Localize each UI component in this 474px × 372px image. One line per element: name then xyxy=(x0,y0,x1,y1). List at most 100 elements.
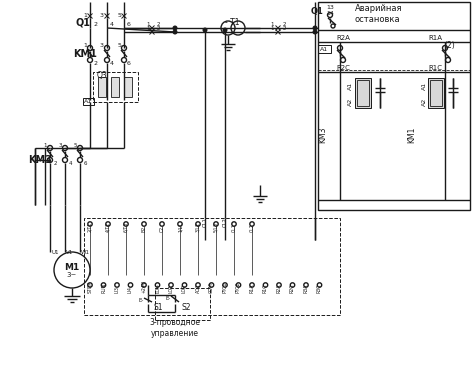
Text: A1: A1 xyxy=(84,99,92,104)
Text: 1: 1 xyxy=(146,22,150,26)
Text: R3C: R3C xyxy=(317,284,322,293)
Text: 3~: 3~ xyxy=(67,272,77,278)
Bar xyxy=(318,45,331,53)
Bar xyxy=(84,218,340,315)
Text: LO+: LO+ xyxy=(155,283,160,293)
Text: 2: 2 xyxy=(282,22,286,26)
Text: 3: 3 xyxy=(100,13,104,17)
Text: +24V: +24V xyxy=(142,280,146,293)
Bar xyxy=(98,77,106,97)
Circle shape xyxy=(223,28,227,32)
Text: PTC2: PTC2 xyxy=(236,282,241,293)
Text: 1/L1: 1/L1 xyxy=(177,222,182,232)
Text: 6: 6 xyxy=(127,22,131,26)
Text: (2): (2) xyxy=(445,41,456,49)
Text: E-: E- xyxy=(138,298,144,302)
Text: 2: 2 xyxy=(93,22,97,26)
Text: 2: 2 xyxy=(93,61,97,65)
Text: Q3: Q3 xyxy=(97,71,108,80)
Text: CL2: CL2 xyxy=(249,223,255,232)
Text: 4/T2: 4/T2 xyxy=(106,222,110,232)
Text: A1: A1 xyxy=(320,46,328,51)
Text: 3/L2: 3/L2 xyxy=(195,222,201,232)
Circle shape xyxy=(173,26,177,30)
Text: 2: 2 xyxy=(156,26,160,31)
Text: KM3: KM3 xyxy=(319,127,328,143)
Bar xyxy=(155,288,210,320)
Text: A2: A2 xyxy=(421,98,427,106)
Text: KM3: KM3 xyxy=(28,155,52,165)
Text: 1: 1 xyxy=(270,26,274,31)
Text: 5: 5 xyxy=(117,13,121,17)
Text: 5: 5 xyxy=(73,142,77,148)
Text: 2: 2 xyxy=(282,26,286,31)
Circle shape xyxy=(203,28,207,32)
Text: 2: 2 xyxy=(156,22,160,26)
Bar xyxy=(318,2,470,210)
Text: - T1: - T1 xyxy=(225,17,239,26)
Text: R2C: R2C xyxy=(290,283,295,293)
Text: PTC1: PTC1 xyxy=(222,282,228,293)
Bar xyxy=(111,77,119,97)
Text: 2/T1: 2/T1 xyxy=(88,222,92,232)
Text: AO1: AO1 xyxy=(195,283,201,293)
Bar xyxy=(355,78,371,108)
Text: 6: 6 xyxy=(127,61,131,65)
Text: U1: U1 xyxy=(51,250,59,254)
Bar xyxy=(124,77,132,97)
Text: R2A: R2A xyxy=(276,283,282,293)
Text: KM1: KM1 xyxy=(73,49,97,59)
Text: STOP: STOP xyxy=(88,281,92,293)
Text: 6/T3: 6/T3 xyxy=(124,222,128,232)
Text: Q1: Q1 xyxy=(311,6,324,16)
Text: KM1: KM1 xyxy=(408,127,417,143)
Bar xyxy=(357,80,369,106)
Text: CL2: CL2 xyxy=(222,217,228,227)
Text: LI4: LI4 xyxy=(128,286,133,293)
Bar xyxy=(318,42,470,70)
Text: A1: A1 xyxy=(421,82,427,90)
Text: V1: V1 xyxy=(66,250,73,254)
Text: A2: A2 xyxy=(347,98,353,106)
Text: 1: 1 xyxy=(83,42,87,48)
Text: E-: E- xyxy=(165,295,171,301)
Text: Аварийная
остановка: Аварийная остановка xyxy=(355,4,402,24)
Text: 1: 1 xyxy=(43,142,47,148)
Bar xyxy=(428,78,444,108)
Text: 5: 5 xyxy=(117,42,121,48)
Text: 3: 3 xyxy=(100,42,104,48)
Text: RUN: RUN xyxy=(101,283,106,293)
Text: W1: W1 xyxy=(81,250,90,254)
Text: 5/L3: 5/L3 xyxy=(213,222,219,232)
Text: R1C: R1C xyxy=(428,65,442,71)
Text: R2C: R2C xyxy=(336,65,350,71)
Text: 1: 1 xyxy=(146,26,150,31)
Text: 3: 3 xyxy=(58,142,62,148)
Bar xyxy=(430,80,442,106)
Text: A1: A1 xyxy=(347,82,353,90)
Text: LI3: LI3 xyxy=(115,286,119,293)
Text: 3-проводное
управление: 3-проводное управление xyxy=(149,318,201,338)
Text: R1A: R1A xyxy=(249,283,255,293)
Text: 1: 1 xyxy=(83,13,87,17)
Text: CL1: CL1 xyxy=(231,223,237,232)
Text: CL1: CL1 xyxy=(202,217,208,227)
Text: 4: 4 xyxy=(68,160,72,166)
Text: Q1: Q1 xyxy=(75,17,90,27)
Text: LO2: LO2 xyxy=(182,284,187,293)
Bar xyxy=(83,98,94,105)
Text: LO1: LO1 xyxy=(168,284,173,293)
Text: 4: 4 xyxy=(110,61,114,65)
Text: C2: C2 xyxy=(159,226,164,232)
Text: M1: M1 xyxy=(64,263,80,273)
Bar xyxy=(93,72,138,102)
Text: 4: 4 xyxy=(110,22,114,26)
Text: 14: 14 xyxy=(326,10,334,16)
Text: R1A: R1A xyxy=(428,35,442,41)
Text: B2: B2 xyxy=(142,226,146,232)
Text: 2: 2 xyxy=(53,160,57,166)
Circle shape xyxy=(313,30,317,34)
Text: COM: COM xyxy=(209,282,214,293)
Text: 13: 13 xyxy=(326,4,334,10)
Circle shape xyxy=(313,26,317,30)
